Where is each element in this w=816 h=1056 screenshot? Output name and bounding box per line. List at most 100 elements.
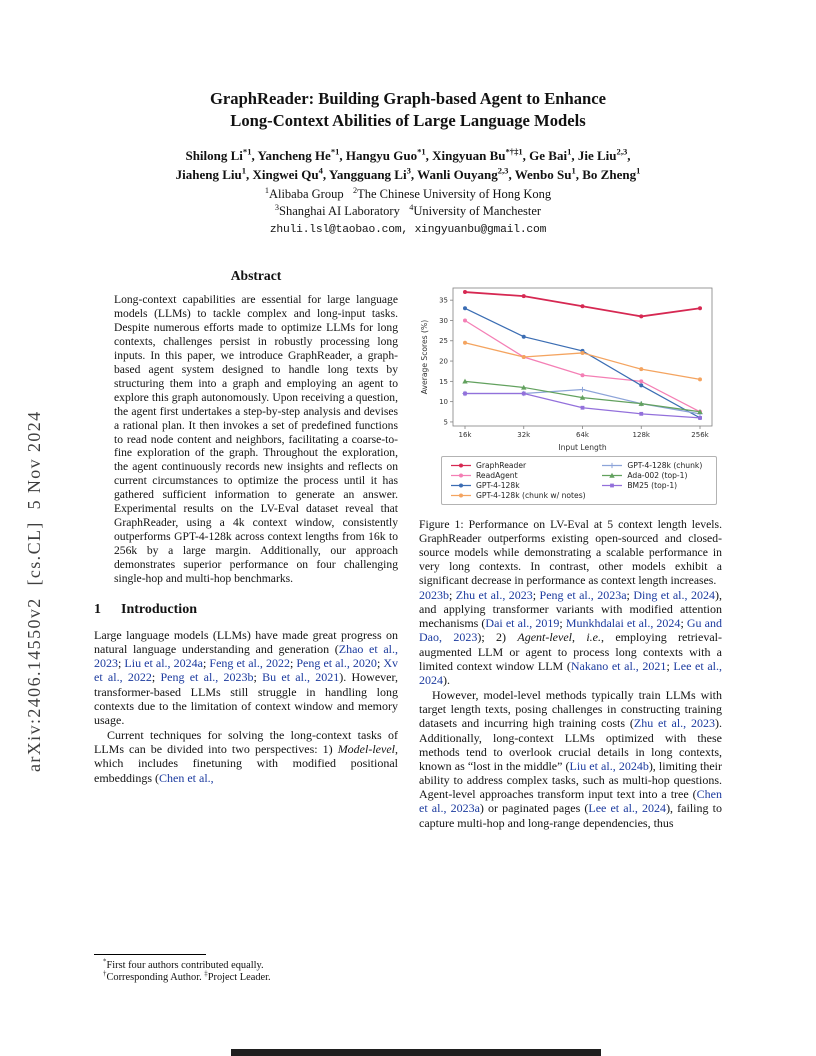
right-paragraph-1: 2023b; Zhu et al., 2023; Peng et al., 20… [419,588,723,687]
superscript: 3 [274,203,280,213]
figure-caption: Figure 1: Performance on LV-Eval at 5 co… [419,518,722,587]
right-paragraph-2: However, model-level methods typically t… [419,688,723,830]
svg-text:30: 30 [439,317,448,325]
citation-link[interactable]: Chen et al., [159,770,214,785]
legend-item: Ada-002 (top-1) [601,471,708,480]
citation-link[interactable]: Chen et al., 2023a [419,787,722,816]
superscript: 1 [241,165,247,176]
superscript: ‡ [204,970,208,978]
superscript: 4 [409,203,414,213]
citation-link[interactable]: Zhu et al., 2023 [633,716,716,731]
citation-link[interactable]: Dai et al., 2019 [485,616,560,631]
legend-swatch-icon [602,472,623,478]
citation-link[interactable]: Nakano et al., 2021 [570,658,667,673]
citation-link[interactable]: Lee et al., 2024 [588,801,667,816]
citation-link[interactable]: Munkhdalai et al., 2024 [565,616,681,631]
arxiv-watermark: arXiv:2406.14550v2 [cs.CL] 5 Nov 2024 [24,410,44,772]
author-list: Shilong Li*1, Yancheng He*1, Hangyu Guo*… [94,147,722,185]
legend-swatch-icon [451,463,471,468]
superscript: 2,3 [616,146,628,157]
superscript: *1 [330,146,340,157]
svg-text:32k: 32k [517,431,531,439]
citation-link[interactable]: Peng et al., 2020 [296,656,377,671]
footnote-equal-contribution: *First four authors contributed equally. [103,958,264,971]
affiliation-line-1: 1Alibaba Group 2The Chinese University o… [264,186,552,202]
svg-text:16k: 16k [459,431,473,439]
svg-text:5: 5 [444,418,448,426]
svg-text:256k: 256k [691,431,709,439]
superscript: 3 [406,165,411,176]
citation-link[interactable]: Xv et al., 2022 [94,656,399,685]
intro-paragraph-2: Current techniques for solving the long-… [94,728,398,785]
emphasis: i.e. [586,630,602,645]
superscript: *†‡1 [505,146,523,157]
citation-link[interactable]: Peng et al., 2023b [160,670,254,685]
affiliations: 1Alibaba Group 2The Chinese University o… [94,186,722,220]
citation-link[interactable]: Bu et al., 2021 [262,670,340,685]
section-title: Introduction [121,602,197,618]
figure-1: 5 10 15 20 25 30 35 16k 32k 64k 128k 256k Input Leng… [419,281,722,588]
footnote-rule [94,954,206,955]
author-emails[interactable]: zhuli.lsl@taobao.com, xingyuanbu@gmail.c… [269,224,547,237]
citation-link[interactable]: 2023b [419,588,449,602]
superscript: 1 [636,165,641,176]
svg-text:35: 35 [439,297,448,305]
footnote-corresponding-author: †Corresponding Author. ‡Project Leader. [103,970,271,984]
section-number: 1 [94,602,101,618]
legend-swatch-icon [451,493,471,498]
title-line-1: GraphReader: Building Graph-based Agent … [210,89,606,108]
legend-label: ReadAgent [476,471,518,480]
citation-link[interactable]: Ding et al., 2024 [633,588,715,602]
legend-swatch-icon [451,483,471,488]
citation-link[interactable]: Gu and Dao, 2023 [419,616,722,645]
paper-header: GraphReader: Building Graph-based Agent … [94,88,722,236]
svg-text:15: 15 [439,378,448,386]
legend-swatch-icon [602,483,623,488]
intro-paragraph-1: Large language models (LLMs) have made g… [94,628,399,727]
footnote-block: *First four authors contributed equally.… [94,954,398,985]
author-line-2: Jiaheng Liu1, Xingwei Qu4, Yangguang Li3… [175,165,641,182]
next-page-edge-artifact [231,1049,601,1056]
section-heading-introduction: 1 Introduction [94,602,398,618]
svg-text:128k: 128k [633,431,651,439]
legend-item: GPT-4-128k (chunk w/ notes) [450,491,591,500]
superscript: † [103,970,107,978]
superscript: 2,3 [497,165,509,176]
lv-eval-line-chart: 5 10 15 20 25 30 35 16k 32k 64k 128k 256k Input Leng… [420,287,713,452]
superscript: *1 [417,146,426,157]
legend-label: GPT-4-128k (chunk) [627,461,703,470]
paper-title: GraphReader: Building Graph-based Agent … [94,88,722,132]
superscript: *1 [242,146,252,157]
citation-link[interactable]: Liu et al., 2024a [124,656,203,671]
legend-label: GraphReader [476,461,527,470]
title-line-2: Long-Context Abilities of Large Language… [230,110,586,130]
affiliation-line-2: 3Shanghai AI Laboratory 4University of M… [274,203,542,219]
legend-swatch-icon [602,462,623,469]
citation-link[interactable]: Feng et al., 2022 [209,656,290,671]
citation-link[interactable]: Liu et al., 2024b [569,758,649,773]
superscript: 1 [567,146,572,157]
citation-link[interactable]: Zhao et al., 2023 [94,642,398,671]
svg-text:Average Scores (%): Average Scores (%) [420,320,429,394]
citation-link[interactable]: Zhu et al., 2023 [455,588,533,602]
legend-item: GraphReader [450,461,591,470]
legend-label: BM25 (top-1) [627,481,678,490]
chart-legend: GraphReader ReadAgent GPT-4-128k GPT-4-128k… [441,456,717,505]
svg-text:20: 20 [439,357,448,365]
right-column: 5 10 15 20 25 30 35 16k 32k 64k 128k 256k Input Leng… [419,281,722,830]
abstract-text: Long-context capabilities are essential … [114,293,398,586]
svg-text:64k: 64k [576,431,590,439]
svg-text:10: 10 [439,398,448,406]
legend-label: GPT-4-128k (chunk w/ notes) [476,491,586,500]
svg-text:25: 25 [439,337,448,345]
legend-item: BM25 (top-1) [601,481,708,490]
citation-link[interactable]: Lee et al., 2024 [419,658,723,687]
superscript: 4 [318,165,323,176]
superscript: * [103,958,107,966]
emphasis: Agent-level [517,630,572,645]
superscript: 2 [352,186,358,196]
legend-label: Ada-002 (top-1) [627,471,688,480]
citation-link[interactable]: Peng et al., 2023a [539,588,627,602]
legend-label: GPT-4-128k [476,481,520,490]
